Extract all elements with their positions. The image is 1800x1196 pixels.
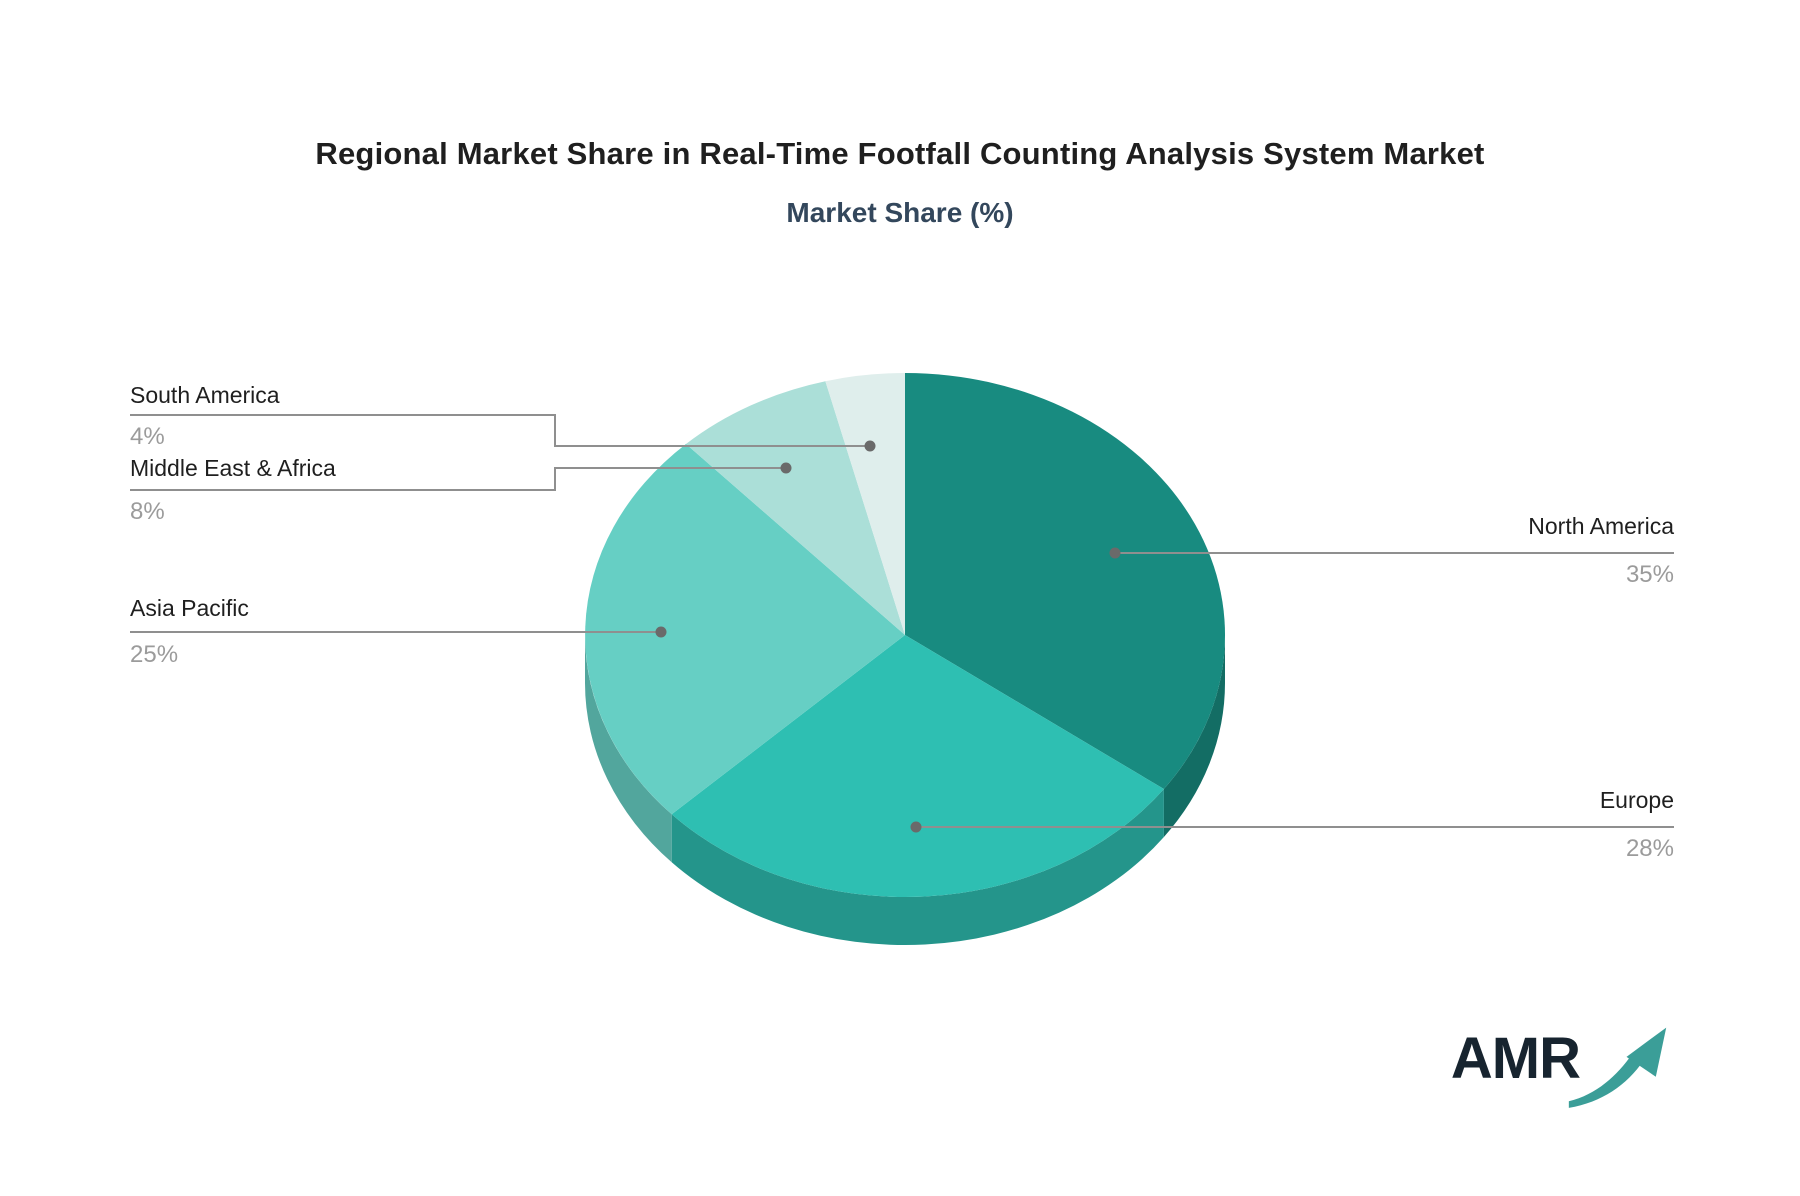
pie-slice-south-america [825,372,905,635]
callout-name-text: Middle East & Africa [130,455,336,481]
chart-subtitle: Market Share (%) [786,197,1014,228]
callout-dot-asia-pacific [655,626,667,638]
callout-dot-north-america [1109,547,1121,559]
pie-side-europe [671,789,1164,945]
callout-label-south-america: South America [130,382,280,408]
callout-value-text: 8% [130,498,165,525]
callout-dot-europe [910,821,922,833]
callout-value-text: 4% [130,423,165,450]
arrow-head [1626,1027,1667,1077]
callout-name-text: North America [1528,513,1674,539]
callout-label-middle-east-africa: Middle East & Africa [130,455,336,481]
callout-dot-south-america [864,440,876,452]
pie-side-asia-pacific [585,635,672,863]
callout-value-text: 28% [1625,835,1674,862]
callout-value-europe: 28% [1114,835,1674,862]
callout-label-north-america: North America [1114,513,1674,539]
callout-dot-middle-east-africa [780,462,792,474]
callout-value-text: 35% [1625,561,1674,588]
callout-label-asia-pacific: Asia Pacific [130,595,249,621]
pie-slice-europe [671,635,1164,897]
callout-value-north-america: 35% [1114,561,1674,588]
pie-side-north-america [1163,635,1226,837]
callout-label-europe: Europe [1114,787,1674,813]
callout-line-south-america [130,414,870,447]
pie-slice-asia-pacific [585,444,905,815]
pie-slice-north-america [905,373,1226,789]
callout-name-text: Asia Pacific [130,595,249,621]
callout-line-middle-east-africa [130,467,786,491]
callout-value-asia-pacific: 25% [130,641,179,668]
chart-title: Regional Market Share in Real-Time Footf… [315,136,1485,171]
callout-name-text: South America [130,382,280,408]
callout-name-text: Europe [1599,787,1674,813]
callout-value-text: 25% [130,641,179,668]
amr-logo: AMR [1450,1026,1670,1120]
amr-logo-text: AMR [1450,1026,1581,1091]
callout-value-south-america: 4% [130,423,165,450]
arrow-swoosh [1568,1054,1644,1108]
pie-slice-middle-east-africa [686,381,905,635]
callout-value-middle-east-africa: 8% [130,498,165,525]
amr-logo-arrow-icon [1568,1027,1667,1108]
